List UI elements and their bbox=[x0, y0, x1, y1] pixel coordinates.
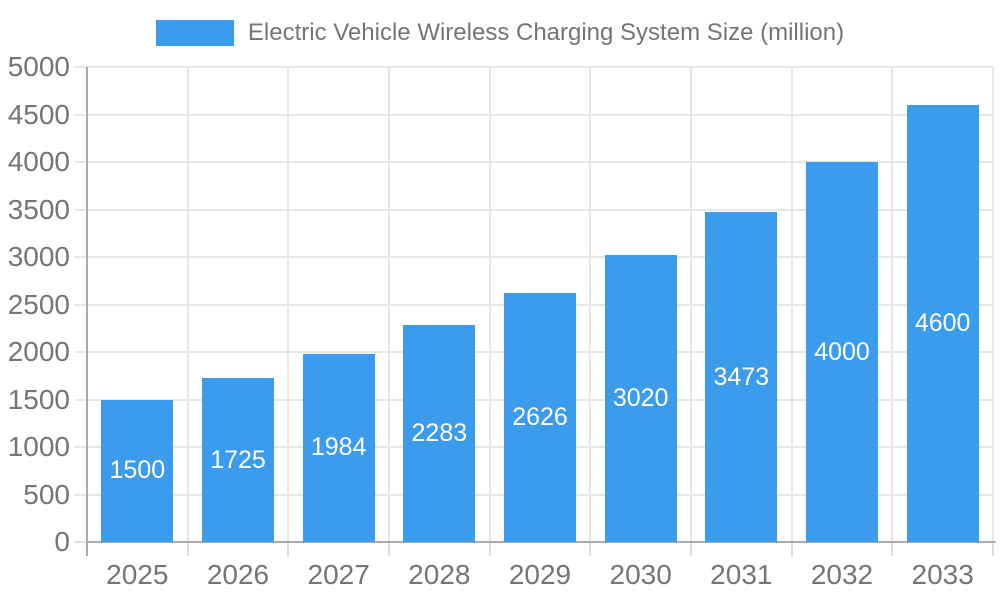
x-axis-line bbox=[86, 541, 996, 543]
gridline-vertical bbox=[891, 67, 894, 542]
gridline-vertical bbox=[388, 67, 390, 542]
x-axis-category-label: 2026 bbox=[206, 559, 270, 590]
x-axis-category-label: 2030 bbox=[609, 559, 672, 590]
bar-value-label: 2626 bbox=[512, 402, 568, 431]
y-axis-tick-label: 1000 bbox=[7, 431, 70, 462]
gridline-vertical bbox=[790, 67, 793, 542]
bar-value-label: 4600 bbox=[914, 309, 971, 337]
gridline-horizontal bbox=[75, 256, 993, 258]
bar-2031: 3473 bbox=[705, 212, 778, 542]
gridline-vertical bbox=[488, 67, 491, 542]
bar-2027: 1984 bbox=[302, 353, 375, 542]
gridline-vertical bbox=[690, 67, 692, 542]
gridline-horizontal bbox=[75, 66, 993, 68]
x-axis-tick bbox=[891, 542, 894, 556]
bar-value-label: 1984 bbox=[310, 433, 367, 462]
y-axis-tick-label: 2500 bbox=[7, 288, 70, 320]
bar-value-label: 4000 bbox=[814, 337, 870, 366]
x-axis-tick bbox=[186, 542, 189, 556]
bar-2032: 4000 bbox=[806, 162, 878, 542]
gridline-vertical bbox=[186, 67, 189, 542]
bar-2025: 1500 bbox=[101, 399, 174, 542]
y-axis-tick-label: 4000 bbox=[7, 146, 70, 177]
chart-legend: Electric Vehicle Wireless Charging Syste… bbox=[0, 17, 1000, 49]
bar-2026: 1725 bbox=[202, 378, 274, 542]
y-axis-tick-label: 500 bbox=[23, 478, 70, 510]
bar-value-label: 1725 bbox=[210, 445, 266, 474]
x-axis-category-label: 2032 bbox=[810, 559, 874, 590]
gridline-vertical bbox=[992, 67, 994, 542]
gridline-vertical bbox=[287, 67, 290, 542]
y-axis-tick-label: 0 bbox=[54, 526, 70, 557]
y-axis-tick-label: 4500 bbox=[7, 98, 70, 130]
y-axis-tick-label: 2000 bbox=[7, 336, 70, 367]
y-axis-tick bbox=[75, 541, 87, 543]
x-axis-tick bbox=[388, 542, 390, 556]
x-axis-tick bbox=[790, 542, 793, 556]
y-axis-tick-label: 3000 bbox=[7, 241, 70, 272]
bar-2029: 2626 bbox=[504, 292, 576, 542]
x-axis-category-label: 2031 bbox=[710, 559, 773, 590]
y-axis-line bbox=[86, 67, 88, 556]
bar-value-label: 1500 bbox=[109, 456, 166, 485]
legend-label: Electric Vehicle Wireless Charging Syste… bbox=[247, 19, 845, 46]
bar-value-label: 3473 bbox=[713, 362, 770, 391]
x-axis-category-label: 2027 bbox=[307, 559, 370, 590]
legend-swatch bbox=[155, 20, 234, 46]
x-axis-category-label: 2033 bbox=[911, 559, 974, 590]
x-axis-tick bbox=[287, 542, 290, 556]
x-axis-tick bbox=[690, 542, 692, 556]
bar-value-label: 3020 bbox=[612, 384, 669, 413]
x-axis-category-label: 2025 bbox=[106, 559, 169, 590]
y-axis-tick-label: 1500 bbox=[7, 383, 70, 415]
y-axis-tick-label: 3500 bbox=[7, 193, 70, 225]
gridline-horizontal bbox=[75, 113, 993, 116]
x-axis-tick bbox=[992, 542, 994, 556]
bar-value-label: 2283 bbox=[411, 419, 468, 448]
x-axis-tick bbox=[589, 542, 592, 556]
x-axis-category-label: 2029 bbox=[508, 559, 572, 590]
bar-2030: 3020 bbox=[604, 255, 677, 542]
bar-2028: 2283 bbox=[403, 325, 476, 542]
y-axis-tick-label: 5000 bbox=[7, 51, 70, 82]
gridline-horizontal bbox=[75, 208, 993, 211]
gridline-vertical bbox=[589, 67, 592, 542]
gridline-horizontal bbox=[75, 161, 993, 163]
x-axis-tick bbox=[488, 542, 491, 556]
bar-2033: 4600 bbox=[906, 105, 979, 542]
x-axis-category-label: 2028 bbox=[408, 559, 471, 590]
